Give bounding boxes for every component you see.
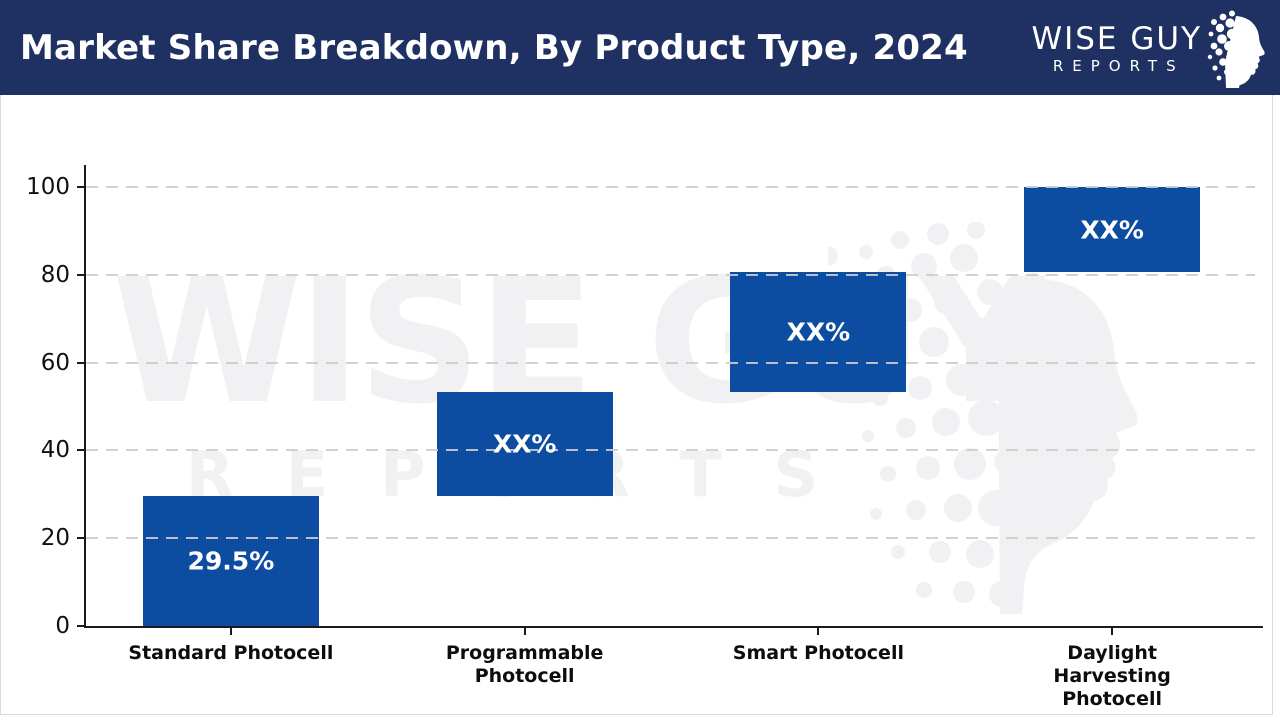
page-title: Market Share Breakdown, By Product Type,… — [20, 27, 968, 68]
y-tick — [77, 625, 86, 627]
x-axis-label: Smart Photocell — [732, 642, 904, 664]
gridline — [86, 449, 1255, 452]
y-axis-tick-label: 100 — [26, 174, 70, 200]
logo-wordmark: WISE GUY — [1031, 20, 1202, 57]
x-tick — [817, 626, 820, 635]
y-tick — [77, 537, 86, 540]
wiseguy-logo: WISE GUY REPORTS — [1031, 8, 1268, 90]
x-axis-label: Daylight Harvesting Photocell — [1053, 642, 1171, 710]
y-axis-tick-label: 80 — [40, 261, 70, 288]
x-axis-label: Programmable Photocell — [445, 642, 604, 687]
y-axis-tick-label: 60 — [40, 349, 70, 376]
y-tick — [77, 361, 86, 364]
y-tick — [77, 449, 86, 452]
y-axis-tick-label: 40 — [40, 437, 70, 464]
y-tick — [77, 273, 86, 276]
header-bar: Market Share Breakdown, By Product Type,… — [0, 0, 1280, 95]
bar-value-label: XX% — [786, 317, 851, 347]
bar-value-label: XX% — [492, 429, 557, 459]
bar-value-label: 29.5% — [187, 546, 275, 576]
waterfall-bar — [142, 496, 319, 626]
gridline — [86, 361, 1255, 364]
y-tick — [77, 186, 86, 188]
x-tick — [1111, 626, 1114, 635]
y-axis-tick-label: 0 — [55, 613, 70, 639]
logo-subtitle: REPORTS — [1052, 57, 1185, 76]
logo-text: WISE GUY REPORTS — [1031, 23, 1202, 76]
y-axis-line — [84, 165, 86, 628]
x-axis-label: Standard Photocell — [128, 642, 334, 664]
gridline — [86, 273, 1255, 276]
gridline — [86, 537, 1255, 540]
waterfall-bar — [1024, 187, 1201, 273]
logo-head-icon — [1207, 10, 1265, 88]
waterfall-bar — [436, 392, 613, 497]
y-axis-tick-label: 20 — [40, 525, 70, 552]
x-tick — [229, 626, 232, 635]
x-axis-line — [84, 626, 1263, 628]
bar-value-label: XX% — [1080, 215, 1144, 245]
waterfall-bar — [730, 272, 907, 392]
x-tick — [523, 626, 526, 635]
gridline — [86, 186, 1255, 188]
